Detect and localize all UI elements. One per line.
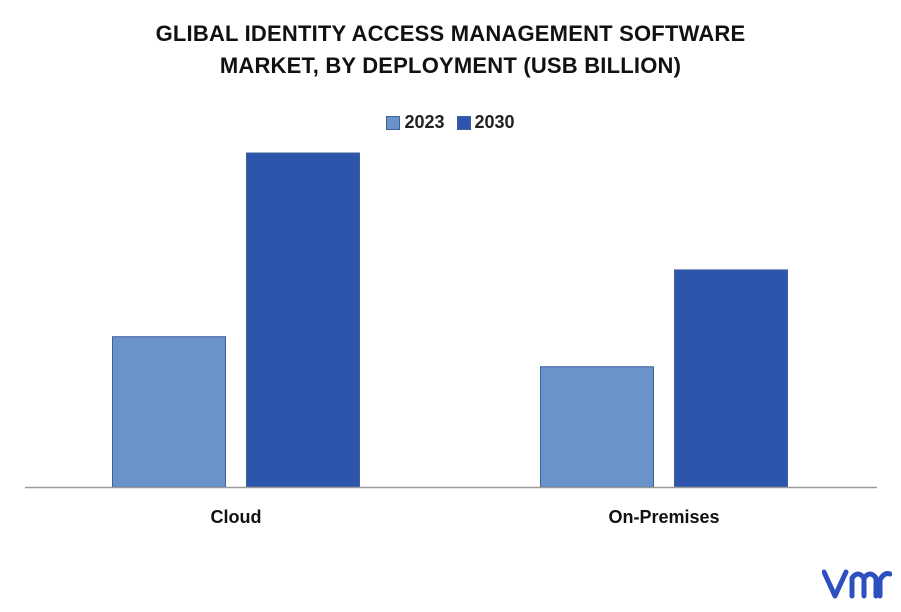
x-tick-label-on-premises: On-Premises (608, 507, 719, 527)
legend-label-2023: 2023 (404, 112, 445, 132)
bar-cloud-2023 (112, 336, 226, 488)
bar-on-premises-2023 (540, 366, 654, 488)
chart-title-line-2: MARKET, BY DEPLOYMENT (USB BILLION) (219, 53, 682, 78)
bar-cloud-2030 (246, 152, 360, 488)
chart-title-line-1: GLIBAL IDENTITY ACCESS MANAGEMENT SOFTWA… (155, 21, 746, 46)
bar-on-premises-2030 (674, 269, 788, 488)
legend: 2023 2030 (0, 112, 901, 133)
legend-swatch-2023 (386, 115, 401, 130)
vmr-logo-icon (822, 569, 892, 599)
x-tick-label-cloud: Cloud (211, 507, 262, 527)
legend-label-2030: 2030 (474, 112, 515, 132)
chart-title: GLIBAL IDENTITY ACCESS MANAGEMENT SOFTWA… (0, 18, 901, 82)
legend-item-2023: 2023 (386, 112, 445, 133)
legend-item-2030: 2030 (456, 112, 515, 133)
legend-swatch-2030 (456, 115, 471, 130)
